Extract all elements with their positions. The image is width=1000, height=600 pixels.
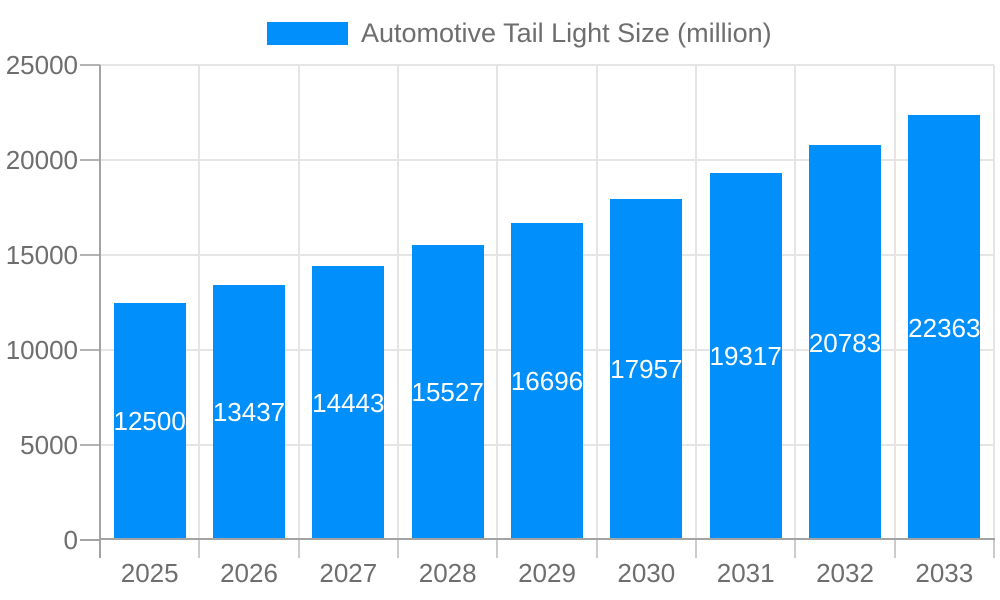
y-tick-mark — [80, 444, 100, 446]
y-axis-label: 10000 — [5, 335, 78, 365]
y-tick-mark — [80, 539, 100, 541]
bar[interactable]: 13437 — [212, 284, 286, 540]
gridline-h — [100, 159, 994, 161]
bar-value-label: 17957 — [610, 354, 683, 385]
bar[interactable]: 14443 — [312, 265, 385, 540]
x-axis-label: 2030 — [617, 558, 676, 588]
x-tick-mark — [496, 540, 499, 558]
gridline-v — [496, 65, 499, 540]
x-axis-label: 2031 — [716, 558, 775, 588]
y-axis-label: 5000 — [20, 430, 78, 460]
gridline-v — [893, 65, 896, 540]
bar[interactable]: 12500 — [113, 302, 186, 540]
y-tick-mark — [80, 349, 100, 351]
x-axis-label: 2027 — [319, 558, 378, 588]
gridline-v — [397, 65, 399, 540]
bar[interactable]: 15527 — [411, 244, 484, 540]
x-axis-label: 2032 — [816, 558, 874, 588]
x-axis-label: 2025 — [120, 558, 179, 588]
legend-label: Automotive Tail Light Size (million) — [361, 18, 772, 48]
gridline-v — [198, 65, 201, 540]
y-axis-line — [99, 65, 101, 540]
bar[interactable]: 16696 — [510, 222, 584, 540]
x-tick-mark — [893, 540, 896, 558]
x-tick-mark — [198, 540, 201, 558]
bar-value-label: 14443 — [312, 387, 385, 418]
y-tick-mark — [80, 64, 100, 66]
bar-value-label: 12500 — [113, 406, 186, 437]
gridline-v — [794, 65, 797, 540]
x-axis-line — [99, 538, 995, 540]
bar-value-label: 15527 — [411, 377, 484, 408]
x-tick-mark — [397, 540, 399, 558]
x-tick-mark — [993, 540, 995, 558]
bar-value-label: 19317 — [709, 341, 782, 372]
x-tick-mark — [595, 540, 598, 558]
bar-value-label: 20783 — [808, 327, 882, 358]
x-axis-label: 2028 — [418, 558, 477, 588]
x-tick-mark — [695, 540, 697, 558]
y-tick-mark — [80, 254, 100, 256]
y-axis-label: 25000 — [5, 50, 78, 80]
x-tick-mark — [794, 540, 797, 558]
gridline-v — [993, 65, 995, 540]
bar-value-label: 16696 — [510, 366, 584, 397]
x-tick-mark — [99, 540, 101, 558]
legend-swatch-icon — [267, 22, 348, 45]
bar-value-label: 13437 — [212, 397, 286, 428]
y-axis-label: 20000 — [5, 145, 78, 175]
bar[interactable]: 22363 — [908, 115, 980, 540]
gridline-v — [297, 65, 300, 540]
bar-value-label: 22363 — [908, 312, 981, 343]
y-tick-mark — [80, 159, 100, 161]
bar[interactable]: 17957 — [610, 198, 683, 540]
legend-item[interactable]: Automotive Tail Light Size (million) — [267, 20, 772, 47]
gridline-v — [695, 65, 697, 540]
bar[interactable]: 20783 — [809, 145, 881, 540]
x-tick-mark — [297, 540, 300, 558]
bar[interactable]: 19317 — [709, 172, 782, 540]
x-axis-label: 2033 — [915, 558, 974, 588]
x-axis-label: 2026 — [220, 558, 278, 588]
gridline-h — [100, 64, 994, 66]
gridline-v — [595, 65, 598, 540]
y-axis-label: 15000 — [5, 240, 78, 270]
x-axis-label: 2029 — [518, 558, 576, 588]
y-axis-label: 0 — [63, 525, 78, 555]
